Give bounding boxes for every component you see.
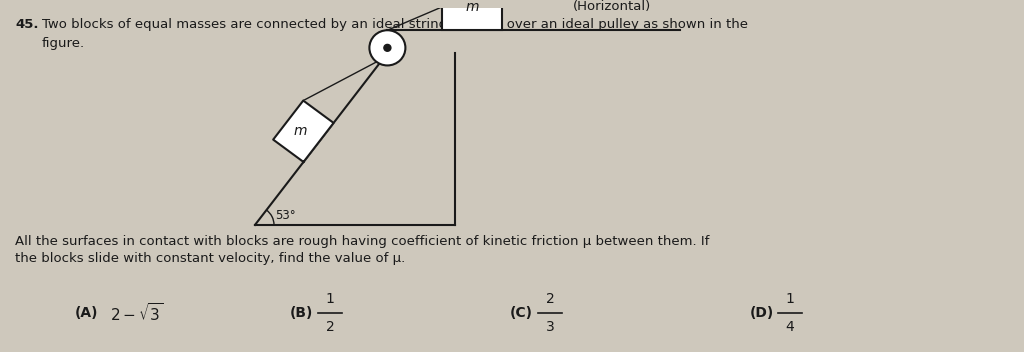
Text: m: m (466, 0, 479, 14)
Text: m: m (294, 124, 307, 138)
Text: 2: 2 (546, 292, 554, 306)
Circle shape (384, 44, 391, 51)
Text: the blocks slide with constant velocity, find the value of μ.: the blocks slide with constant velocity,… (15, 252, 406, 265)
Circle shape (370, 30, 406, 65)
Bar (442, 0, 503, 30)
Text: (A): (A) (75, 306, 98, 320)
Text: 45.: 45. (15, 18, 39, 31)
Text: figure.: figure. (42, 37, 85, 50)
Text: $2-\sqrt{3}$: $2-\sqrt{3}$ (110, 302, 163, 324)
Polygon shape (273, 101, 334, 162)
Text: 1: 1 (326, 292, 335, 306)
Text: (C): (C) (510, 306, 534, 320)
Text: 1: 1 (785, 292, 795, 306)
Text: All the surfaces in contact with blocks are rough having coefficient of kinetic : All the surfaces in contact with blocks … (15, 235, 710, 248)
Text: 2: 2 (326, 320, 335, 334)
Text: 3: 3 (546, 320, 554, 334)
Text: (D): (D) (750, 306, 774, 320)
Text: (B): (B) (290, 306, 313, 320)
Text: 53°: 53° (275, 209, 296, 222)
Text: (Horizontal): (Horizontal) (572, 0, 650, 13)
Text: 4: 4 (785, 320, 795, 334)
Text: Two blocks of equal masses are connected by an ideal string passing over an idea: Two blocks of equal masses are connected… (42, 18, 748, 31)
